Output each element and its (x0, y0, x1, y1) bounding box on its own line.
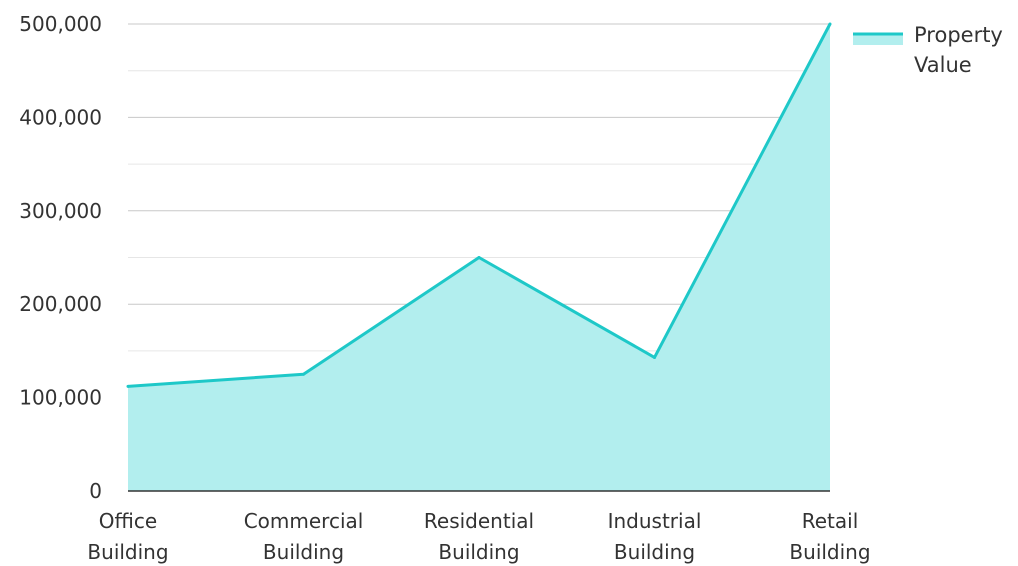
data-point (653, 355, 656, 359)
data-point (828, 22, 832, 26)
legend-label: Property (914, 23, 1003, 47)
y-tick-label: 100,000 (19, 386, 102, 410)
data-point (477, 256, 481, 259)
x-tick-label: Building (614, 540, 695, 564)
legend-label: Value (914, 53, 972, 77)
x-tick-label: Building (263, 540, 344, 564)
legend-swatch-fill (853, 33, 903, 45)
x-tick-label: Office (99, 509, 157, 533)
x-tick-label: Building (438, 540, 519, 564)
y-tick-label: 200,000 (19, 292, 102, 316)
data-point (126, 384, 130, 388)
x-tick-label: Building (87, 540, 168, 564)
x-tick-label: Industrial (608, 509, 702, 533)
y-tick-label: 0 (89, 479, 102, 503)
legend: Property Value (853, 23, 1003, 77)
axes: 0 100,000 200,000 300,000 400,000 500,000 Offi… (19, 12, 870, 564)
data-point (302, 372, 305, 376)
y-tick-label: 400,000 (19, 105, 102, 129)
x-tick-label: Commercial (244, 509, 364, 533)
x-tick-label: Residential (424, 509, 534, 533)
y-tick-label: 300,000 (19, 199, 102, 223)
x-tick-label: Retail (802, 509, 859, 533)
y-tick-label: 500,000 (19, 12, 102, 36)
plot-area (126, 22, 832, 491)
x-tick-label: Building (789, 540, 870, 564)
